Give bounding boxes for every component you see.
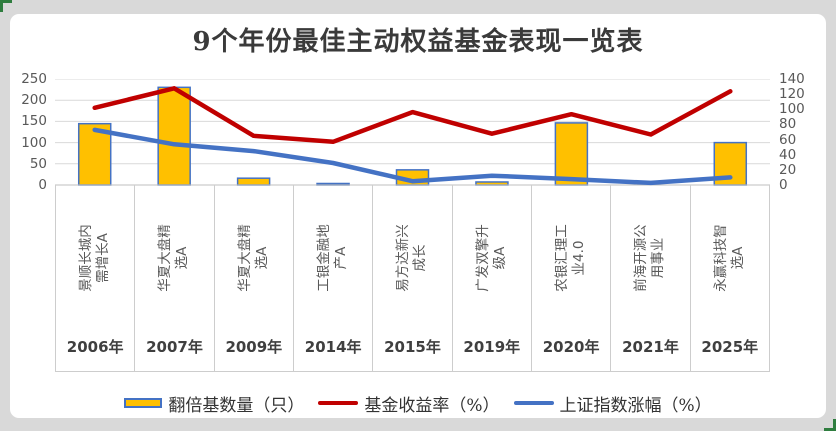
category-cell: 农银汇理工业4.0 2020年	[532, 185, 612, 371]
legend: 翻倍基数量（只） 基金收益率（%） 上证指数涨幅（%）	[10, 388, 826, 418]
bar	[236, 177, 271, 186]
left-axis-tick: 250	[21, 71, 47, 87]
right-axis-tick: 60	[779, 131, 797, 148]
right-axis-tick: 20	[779, 161, 797, 178]
category-cell: 景顺长城内需增长A 2006年	[56, 185, 136, 371]
legend-item-doubling-funds: 翻倍基数量（只）	[124, 391, 304, 416]
bar	[157, 86, 191, 186]
fund-name-label: 农银汇理工业4.0	[554, 224, 588, 292]
category-cell: 华夏大盘精选A 2007年	[135, 185, 215, 371]
right-axis-tick: 120	[779, 86, 805, 103]
legend-label: 上证指数涨幅（%）	[559, 395, 712, 416]
green-corner-mark-top-left	[0, 0, 12, 12]
fund-name-label: 前海开源公用事业	[633, 224, 667, 292]
green-corner-mark-bottom-right	[824, 419, 836, 431]
red-line-series-swatch-icon	[318, 400, 359, 406]
year-label: 2019年	[463, 338, 521, 356]
right-axis-tick: 0	[779, 177, 788, 193]
legend-label: 翻倍基数量（只）	[168, 395, 305, 416]
category-cell: 前海开源公用事业 2021年	[611, 185, 691, 371]
plot-area	[55, 79, 770, 186]
category-axis: 景顺长城内需增长A 2006年 华夏大盘精选A 2007年 华夏大盘精选A 2009年 工银…	[55, 185, 770, 372]
fund-name-wrap: 华夏大盘精选A	[135, 185, 213, 331]
bar	[554, 122, 589, 186]
right-axis-tick: 140	[779, 71, 805, 87]
legend-item-fund-return: 基金收益率（%）	[318, 391, 500, 416]
bar-series-swatch-icon	[124, 398, 163, 408]
fund-name-wrap: 易方达新兴成长	[373, 185, 451, 331]
fund-name-wrap: 农银汇理工业4.0	[532, 185, 610, 331]
fund-name-wrap: 华夏大盘精选A	[215, 185, 293, 331]
left-axis-tick: 50	[29, 155, 47, 172]
fund-name-label: 易方达新兴成长	[395, 224, 429, 292]
left-axis-tick: 200	[21, 92, 47, 109]
category-cell: 易方达新兴成长 2015年	[373, 185, 453, 371]
line-series	[92, 127, 733, 186]
legend-item-sse-index: 上证指数涨幅（%）	[513, 391, 712, 416]
year-label: 2020年	[542, 338, 600, 356]
fund-name-label: 景顺长城内需增长A	[78, 224, 112, 292]
year-label: 2007年	[146, 338, 203, 356]
left-axis-tick: 100	[21, 134, 47, 151]
year-label: 2015年	[384, 338, 441, 356]
legend-label: 基金收益率（%）	[364, 395, 500, 416]
fund-name-label: 广发双擎升级A	[474, 224, 508, 292]
category-cell: 广发双擎升级A 2019年	[453, 185, 532, 371]
fund-name-wrap: 永赢科技智选A	[691, 185, 769, 331]
left-axis-tick: 150	[21, 113, 47, 130]
category-cell: 永赢科技智选A 2025年	[691, 185, 770, 371]
fund-name-wrap: 广发双擎升级A	[453, 185, 531, 331]
year-label: 2021年	[622, 338, 679, 356]
line-series	[92, 86, 733, 145]
fund-name-wrap: 前海开源公用事业	[611, 185, 689, 331]
right-axis-tick: 100	[779, 101, 805, 118]
year-label: 2025年	[701, 338, 759, 356]
fund-name-label: 华夏大盘精选A	[236, 224, 270, 292]
fund-name-label: 工银金融地产A	[316, 224, 350, 292]
fund-name-wrap: 景顺长城内需增长A	[56, 185, 134, 331]
chart-title: 9个年份最佳主动权益基金表现一览表	[192, 27, 644, 57]
right-axis-tick: 80	[779, 116, 797, 133]
category-cell: 工银金融地产A 2014年	[294, 185, 374, 371]
fund-name-label: 华夏大盘精选A	[157, 224, 191, 292]
category-cell: 华夏大盘精选A 2009年	[215, 185, 294, 371]
blue-line-series-swatch-icon	[513, 400, 554, 406]
left-axis-tick: 0	[38, 177, 47, 193]
year-label: 2014年	[304, 338, 362, 356]
year-label: 2006年	[66, 338, 124, 356]
fund-name-label: 永赢科技智选A	[712, 224, 746, 292]
right-axis-tick: 40	[779, 146, 797, 163]
year-label: 2009年	[225, 338, 283, 356]
fund-name-wrap: 工银金融地产A	[294, 185, 372, 331]
